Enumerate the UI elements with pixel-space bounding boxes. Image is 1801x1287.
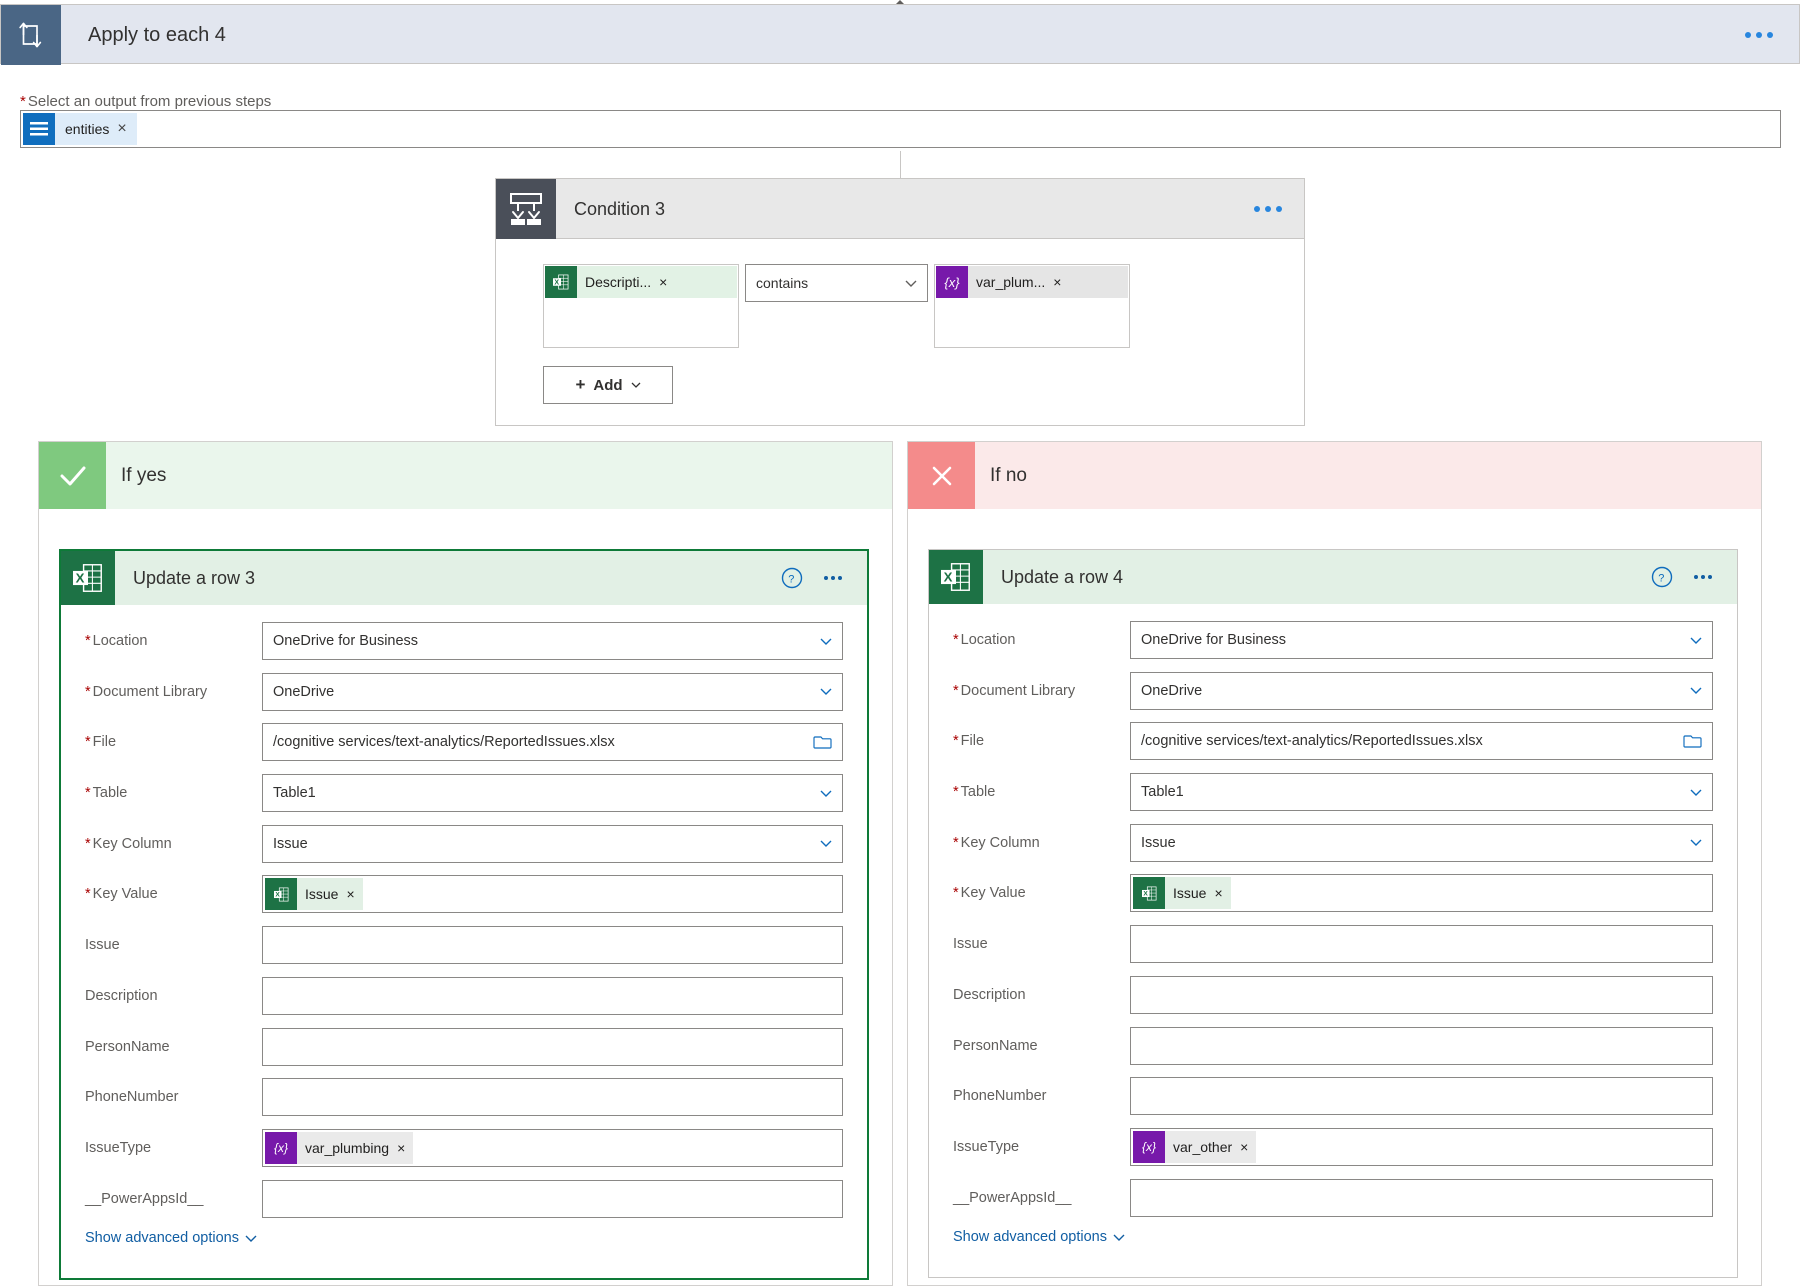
svg-text:X: X [1143, 891, 1148, 898]
svg-text:?: ? [788, 574, 794, 586]
svg-text:X: X [944, 569, 953, 584]
svg-text:?: ? [1658, 573, 1664, 585]
svg-text:X: X [554, 279, 559, 286]
svg-text:X: X [76, 570, 85, 585]
svg-text:X: X [275, 892, 280, 899]
